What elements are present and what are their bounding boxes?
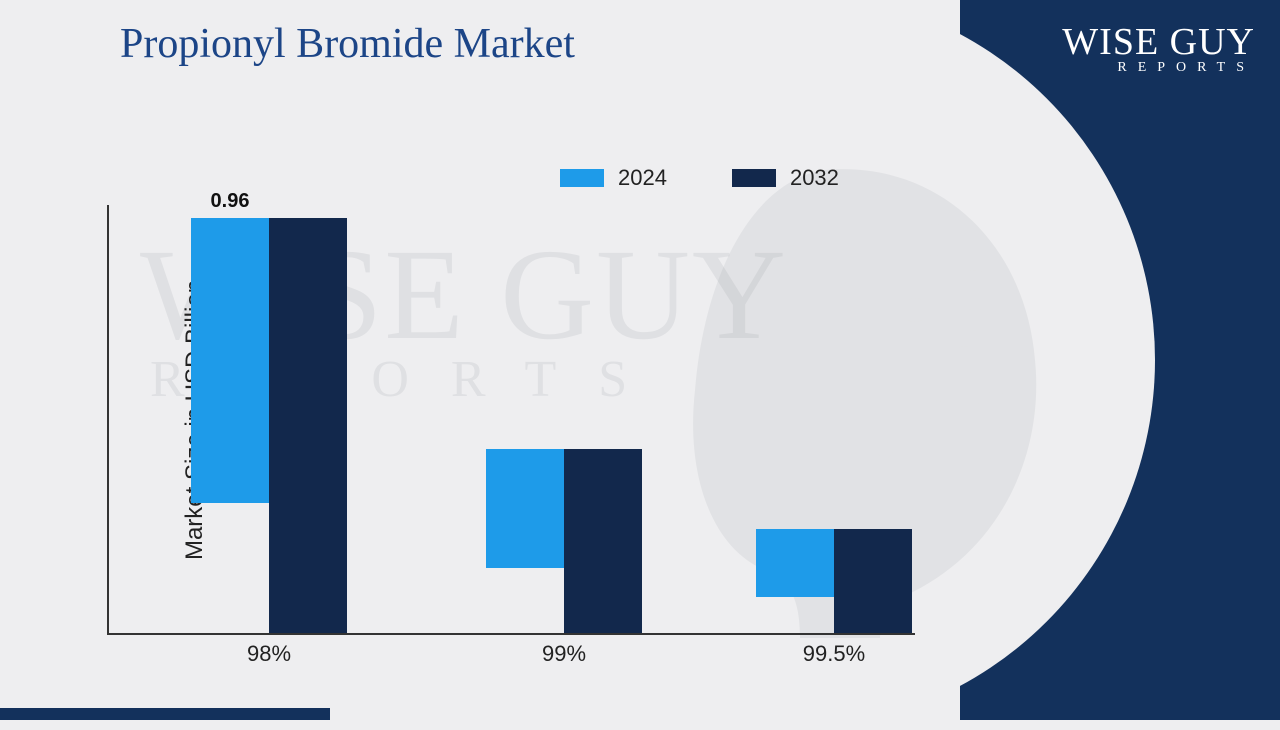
bottom-accent-bar (0, 708, 330, 720)
chart-title: Propionyl Bromide Market (120, 20, 575, 68)
legend-label-2024: 2024 (618, 165, 667, 191)
bar-group: 99.5% (749, 529, 919, 633)
bar-value-label: 0.96 (191, 190, 269, 213)
bar (834, 529, 912, 633)
bar (564, 449, 642, 633)
bar: 0.96 (191, 218, 269, 503)
x-tick-label: 99.5% (749, 641, 919, 667)
x-tick-label: 98% (184, 641, 354, 667)
legend-swatch-2024 (560, 169, 604, 187)
bar-group: 0.9698% (184, 218, 354, 633)
brand-logo-main: WISE GUY (1062, 20, 1255, 64)
legend-swatch-2032 (732, 169, 776, 187)
bar (269, 218, 347, 633)
chart-area: Market Size in USD Billion 0.9698%99%99.… (95, 205, 915, 635)
right-brand-panel (960, 0, 1280, 720)
legend-item-2032: 2032 (732, 165, 839, 191)
x-tick-label: 99% (479, 641, 649, 667)
bar (486, 449, 564, 568)
legend: 2024 2032 (560, 165, 839, 191)
legend-label-2032: 2032 (790, 165, 839, 191)
bar (756, 529, 834, 597)
legend-item-2024: 2024 (560, 165, 667, 191)
brand-logo: WISE GUY REPORTS (1062, 20, 1255, 76)
bar-group: 99% (479, 449, 649, 633)
plot-region: 0.9698%99%99.5% (107, 205, 915, 635)
